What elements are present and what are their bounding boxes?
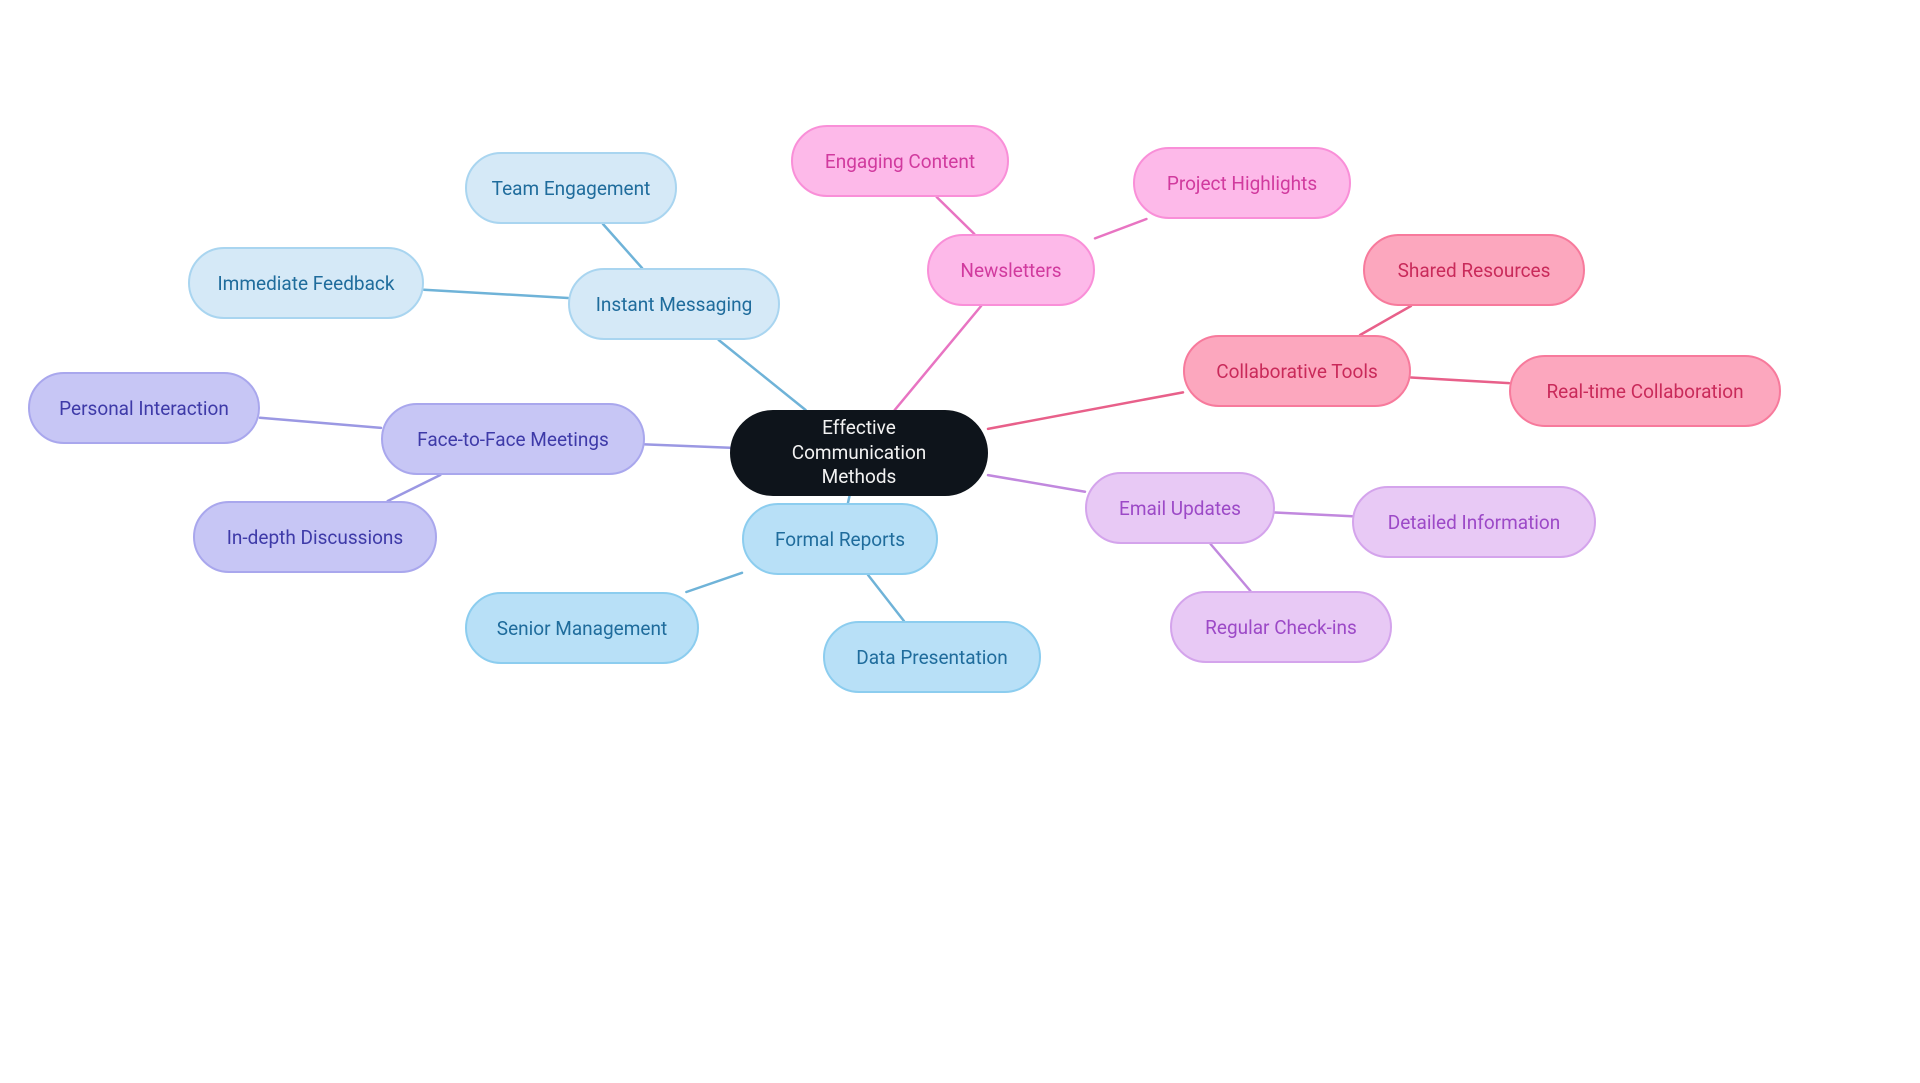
branch-formal-reports-label: Formal Reports (775, 528, 905, 551)
leaf-immediate-feedback-label: Immediate Feedback (218, 272, 395, 295)
leaf-personal-interaction-label: Personal Interaction (59, 397, 229, 420)
branch-instant-messaging-label: Instant Messaging (596, 293, 753, 316)
branch-collaborative-tools: Collaborative Tools (1183, 335, 1411, 407)
leaf-senior-management-label: Senior Management (497, 617, 667, 640)
edge (1095, 219, 1146, 238)
edge (868, 575, 904, 621)
mindmap-canvas: Effective Communication Methods Instant M… (0, 0, 1920, 1083)
leaf-team-engagement-label: Team Engagement (492, 177, 651, 200)
center-node: Effective Communication Methods (730, 410, 988, 496)
branch-formal-reports: Formal Reports (742, 503, 938, 575)
edge (988, 392, 1183, 429)
edge (260, 418, 381, 428)
edge (719, 340, 806, 410)
edge (1211, 544, 1251, 591)
leaf-engaging-content-label: Engaging Content (825, 150, 975, 173)
leaf-team-engagement: Team Engagement (465, 152, 677, 224)
edge (937, 197, 975, 234)
branch-email-updates-label: Email Updates (1119, 497, 1241, 520)
leaf-personal-interaction: Personal Interaction (28, 372, 260, 444)
edge (603, 224, 642, 268)
branch-face-to-face-label: Face-to-Face Meetings (417, 428, 609, 451)
leaf-detailed-information-label: Detailed Information (1388, 511, 1561, 534)
leaf-real-time-collab: Real-time Collaboration (1509, 355, 1781, 427)
branch-newsletters-label: Newsletters (960, 259, 1061, 282)
edge (645, 444, 730, 447)
branch-instant-messaging: Instant Messaging (568, 268, 780, 340)
leaf-detailed-information: Detailed Information (1352, 486, 1596, 558)
center-node-label: Effective Communication Methods (760, 416, 958, 490)
leaf-data-presentation-label: Data Presentation (856, 646, 1007, 669)
leaf-regular-checkins-label: Regular Check-ins (1205, 616, 1357, 639)
leaf-real-time-collab-label: Real-time Collaboration (1546, 380, 1743, 403)
edge (848, 496, 850, 503)
branch-face-to-face: Face-to-Face Meetings (381, 403, 645, 475)
leaf-engaging-content: Engaging Content (791, 125, 1009, 197)
leaf-shared-resources: Shared Resources (1363, 234, 1585, 306)
leaf-immediate-feedback: Immediate Feedback (188, 247, 424, 319)
leaf-project-highlights-label: Project Highlights (1167, 172, 1317, 195)
leaf-in-depth-discussions-label: In-depth Discussions (227, 526, 403, 549)
edge (988, 475, 1085, 492)
edge (895, 306, 981, 410)
branch-collaborative-tools-label: Collaborative Tools (1216, 360, 1378, 383)
leaf-project-highlights: Project Highlights (1133, 147, 1351, 219)
edge (686, 573, 742, 592)
edge (388, 475, 441, 501)
leaf-shared-resources-label: Shared Resources (1398, 259, 1551, 282)
edge (1411, 378, 1509, 384)
edge (1360, 306, 1411, 335)
edge (424, 290, 568, 298)
edge (1275, 513, 1352, 517)
leaf-in-depth-discussions: In-depth Discussions (193, 501, 437, 573)
leaf-data-presentation: Data Presentation (823, 621, 1041, 693)
branch-email-updates: Email Updates (1085, 472, 1275, 544)
leaf-senior-management: Senior Management (465, 592, 699, 664)
branch-newsletters: Newsletters (927, 234, 1095, 306)
leaf-regular-checkins: Regular Check-ins (1170, 591, 1392, 663)
